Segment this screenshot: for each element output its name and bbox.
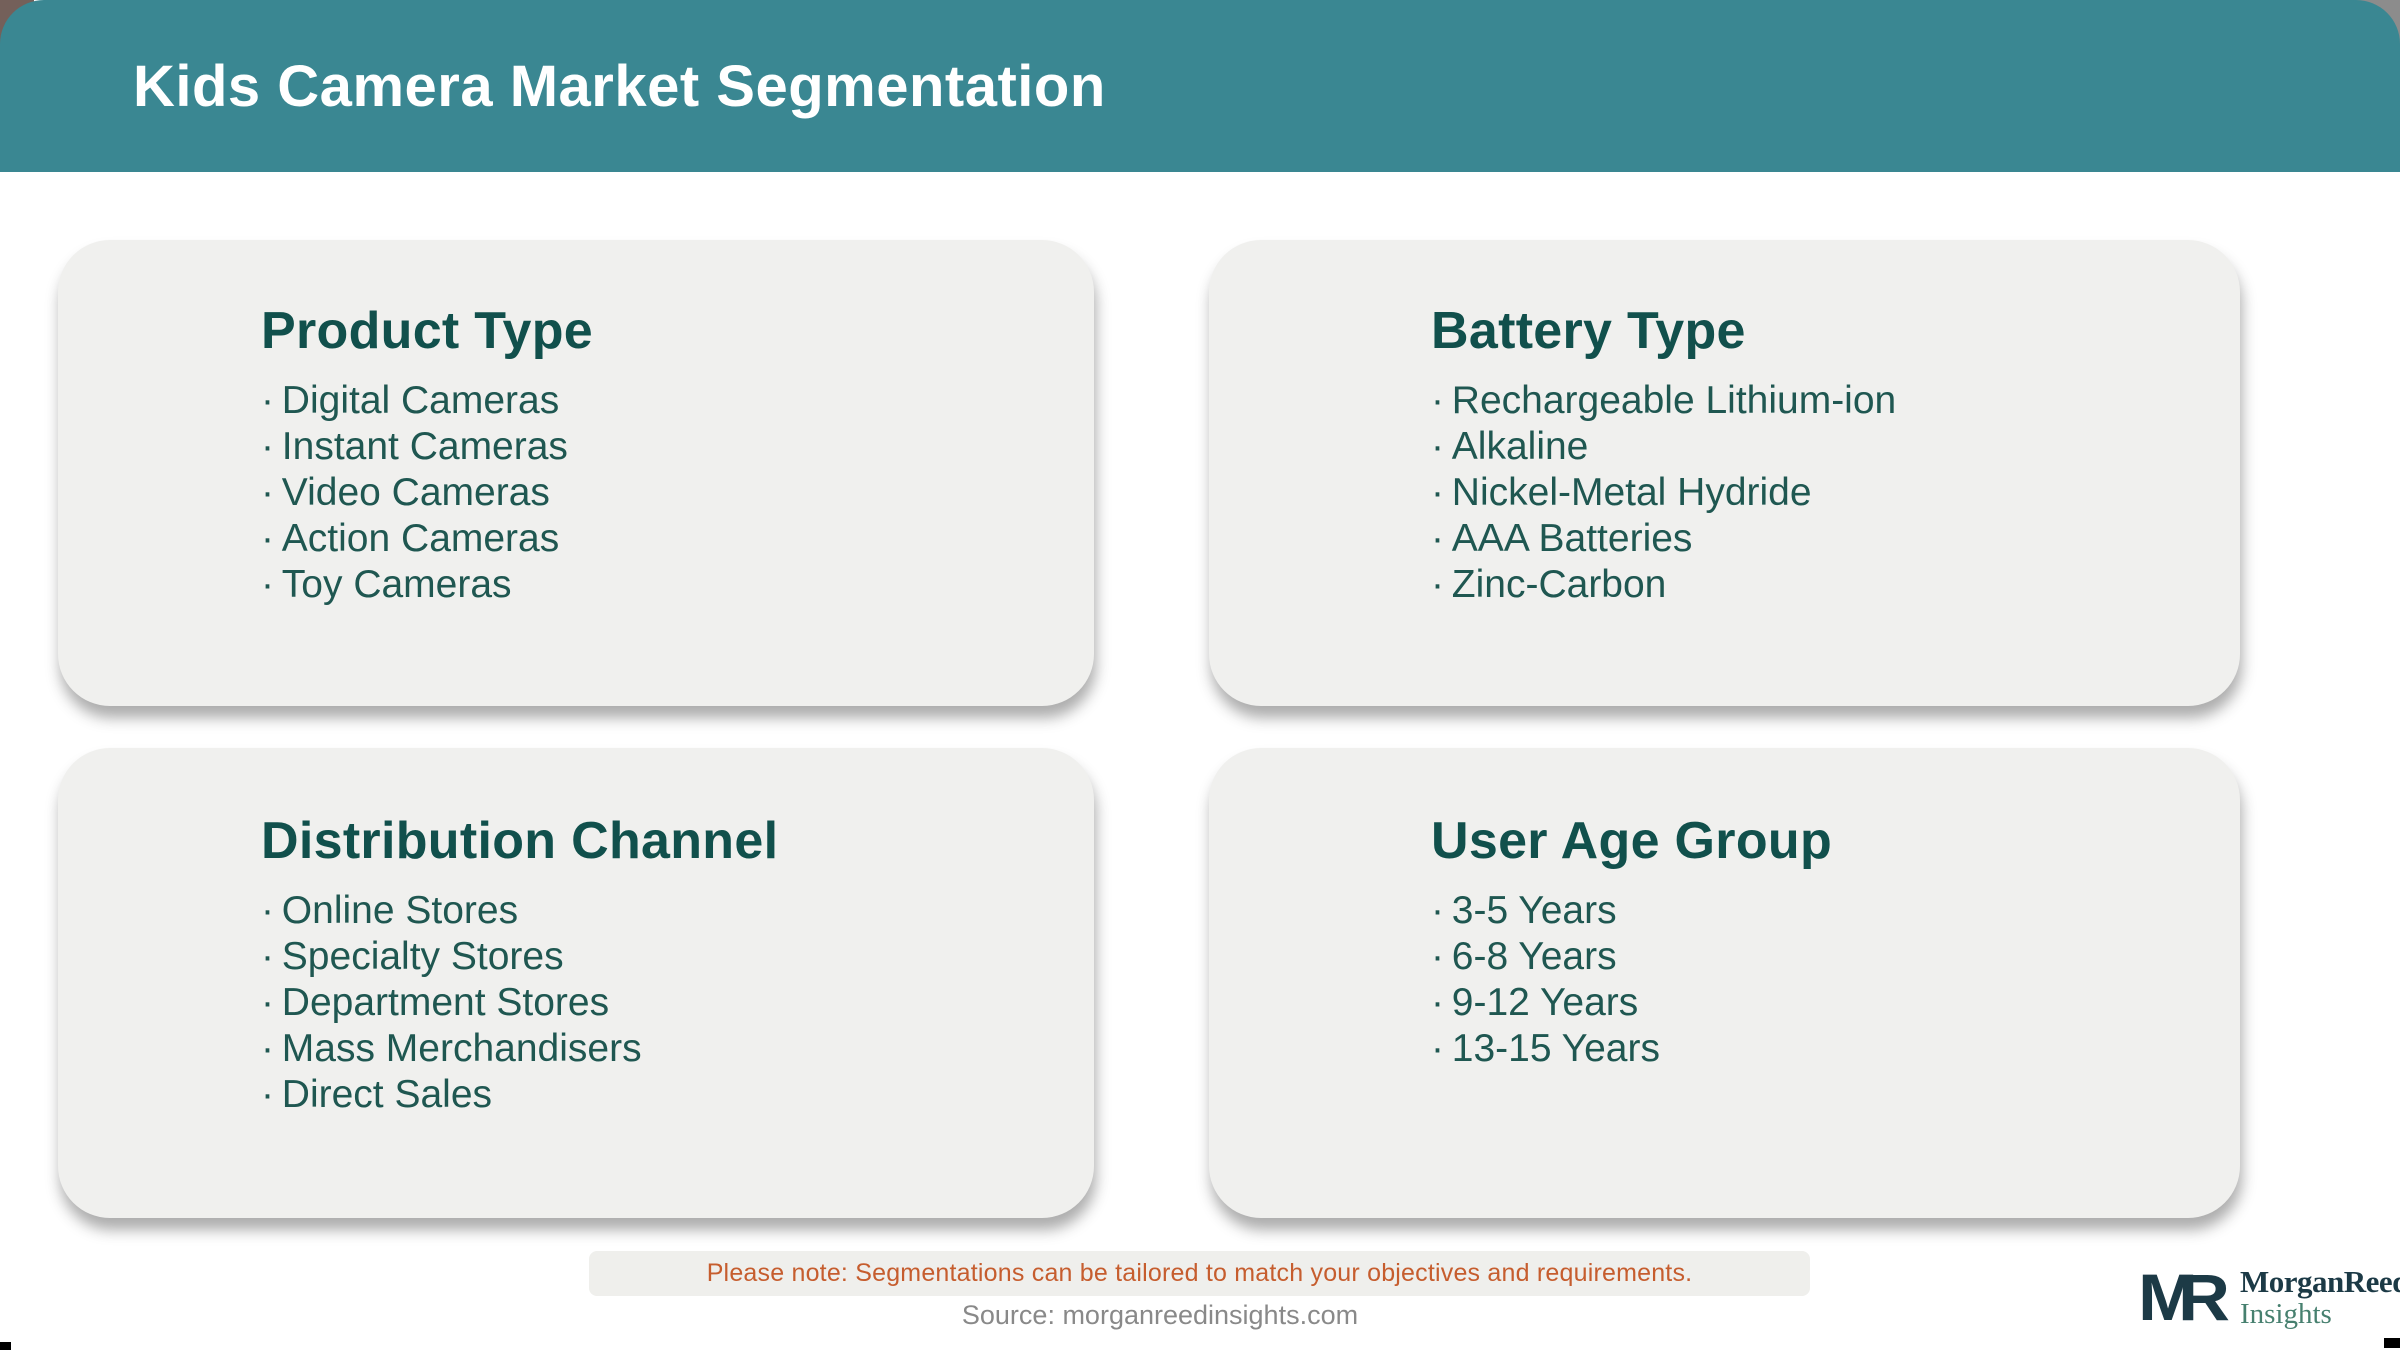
card-distribution-channel: Distribution Channel Online Stores Speci… [58, 748, 1094, 1218]
logo-name: MorganReed [2239, 1264, 2400, 1299]
list-item: 13-15 Years [1431, 1026, 2200, 1072]
card-product-type: Product Type Digital Cameras Instant Cam… [58, 240, 1094, 706]
list-item: Rechargeable Lithium-ion [1431, 378, 2200, 424]
list-item: AAA Batteries [1431, 516, 2200, 562]
card-list: Digital Cameras Instant Cameras Video Ca… [261, 378, 1054, 608]
list-item: 3-5 Years [1431, 888, 2200, 934]
list-item: Department Stores [261, 980, 1054, 1026]
card-list: 3-5 Years 6-8 Years 9-12 Years 13-15 Yea… [1431, 888, 2200, 1072]
card-title: User Age Group [1431, 812, 1833, 870]
card-list: Rechargeable Lithium-ion Alkaline Nickel… [1431, 378, 2200, 608]
list-item: Video Cameras [261, 470, 1054, 516]
card-list: Online Stores Specialty Stores Departmen… [261, 888, 1054, 1118]
card-title: Product Type [261, 302, 594, 360]
list-item: Direct Sales [261, 1072, 1054, 1118]
disclaimer-text: Please note: Segmentations can be tailor… [706, 1259, 1693, 1287]
list-item: Specialty Stores [261, 934, 1054, 980]
card-title: Battery Type [1431, 302, 1746, 360]
card-user-age-group: User Age Group 3-5 Years 6-8 Years 9-12 … [1209, 748, 2240, 1218]
scan-artifact-bottom-right [2384, 1338, 2400, 1348]
page-title: Kids Camera Market Segmentation [133, 53, 1106, 119]
list-item: Action Cameras [261, 516, 1054, 562]
header-bar: Kids Camera Market Segmentation [0, 0, 2400, 172]
card-title: Distribution Channel [261, 812, 779, 870]
list-item: Alkaline [1431, 424, 2200, 470]
list-item: Zinc-Carbon [1431, 562, 2200, 608]
source-attribution: Source: morganreedinsights.com [961, 1300, 1359, 1330]
mr-monogram-icon: MR [2138, 1260, 2230, 1335]
list-item: Mass Merchandisers [261, 1026, 1054, 1072]
list-item: 6-8 Years [1431, 934, 2200, 980]
disclaimer-note: Please note: Segmentations can be tailor… [589, 1251, 1810, 1296]
list-item: 9-12 Years [1431, 980, 2200, 1026]
list-item: Toy Cameras [261, 562, 1054, 608]
card-battery-type: Battery Type Rechargeable Lithium-ion Al… [1209, 240, 2240, 706]
list-item: Instant Cameras [261, 424, 1054, 470]
scan-artifact-bottom-left [0, 1342, 11, 1350]
list-item: Online Stores [261, 888, 1054, 934]
list-item: Digital Cameras [261, 378, 1054, 424]
list-item: Nickel-Metal Hydride [1431, 470, 2200, 516]
morganreed-logo: MR MorganReed Insights [2138, 1260, 2400, 1335]
logo-subtitle: Insights [2239, 1298, 2332, 1330]
